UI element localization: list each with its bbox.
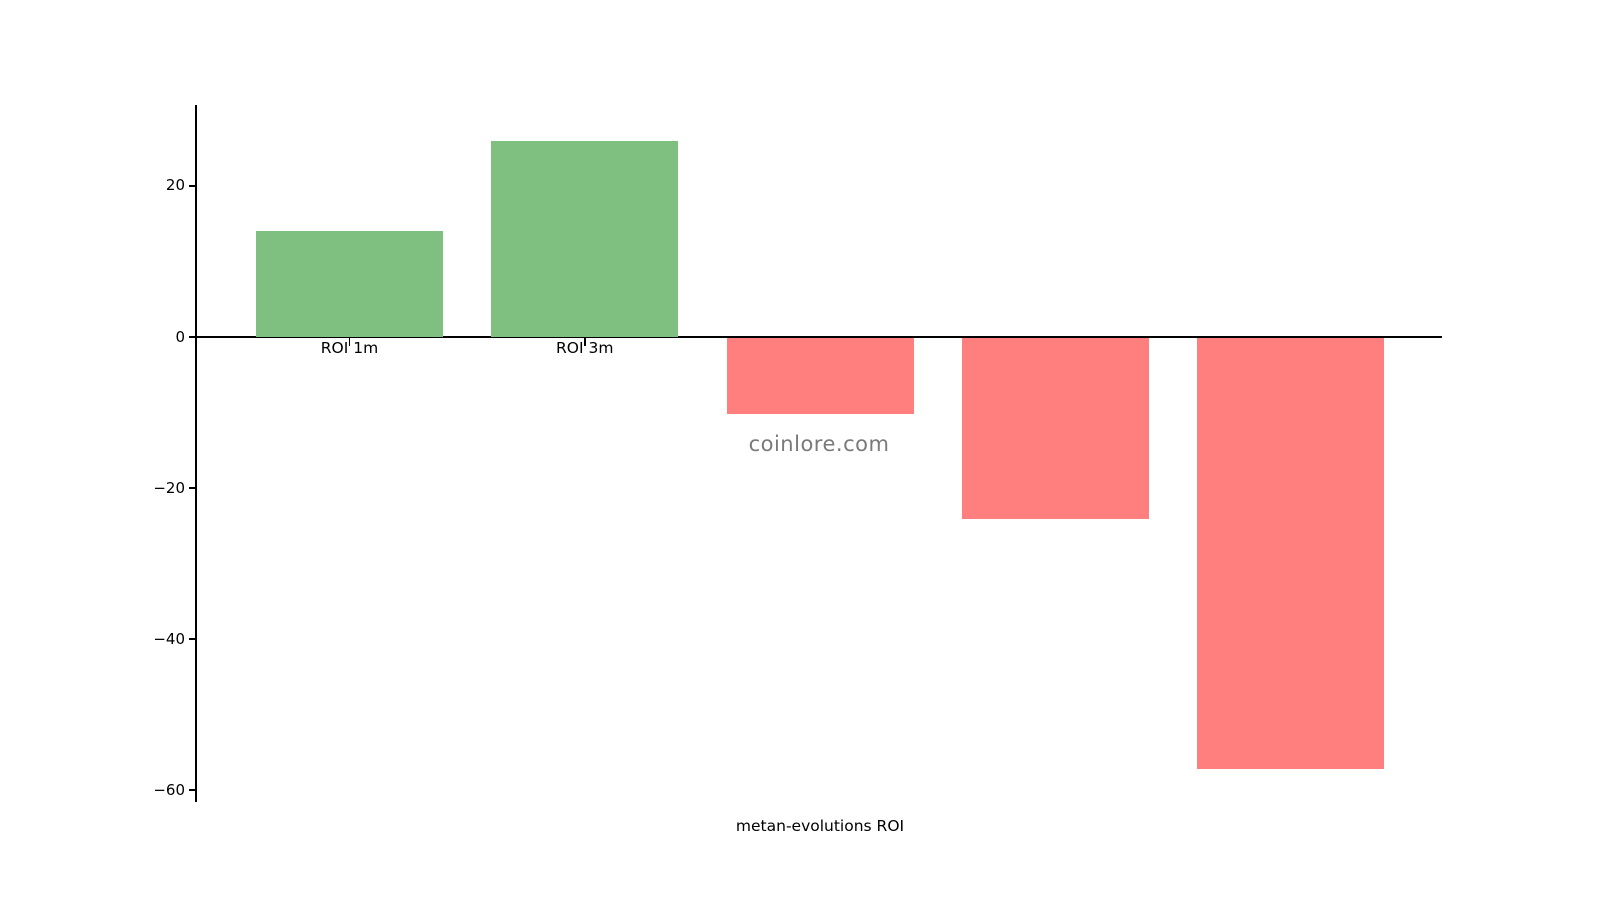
y-tick-label: −60 — [153, 780, 185, 799]
y-tick-mark — [189, 487, 195, 489]
bar-roi-4 — [1197, 338, 1384, 769]
x-tick-label: ROI 3m — [556, 339, 614, 357]
y-tick-mark — [189, 185, 195, 187]
y-tick-label: −20 — [153, 478, 185, 497]
x-axis-zero-line — [195, 336, 1442, 338]
bar-roi-3 — [961, 338, 1149, 520]
watermark: coinlore.com — [748, 432, 890, 456]
y-tick-mark — [189, 789, 195, 791]
bar-roi-1m — [256, 231, 443, 337]
bar-roi-2 — [726, 338, 914, 414]
chart-x-axis-title: metan-evolutions ROI — [735, 817, 905, 835]
y-tick-label: 20 — [165, 176, 185, 195]
bar-roi-3m — [491, 140, 679, 337]
y-tick-label: 0 — [175, 327, 185, 346]
x-tick-mark — [348, 337, 351, 346]
y-tick-mark — [189, 336, 195, 338]
x-tick-label: ROI 1m — [320, 339, 379, 357]
y-tick-label: −40 — [153, 629, 185, 648]
x-tick-mark — [584, 337, 586, 346]
y-axis-spine — [195, 105, 197, 802]
y-tick-mark — [189, 638, 195, 640]
